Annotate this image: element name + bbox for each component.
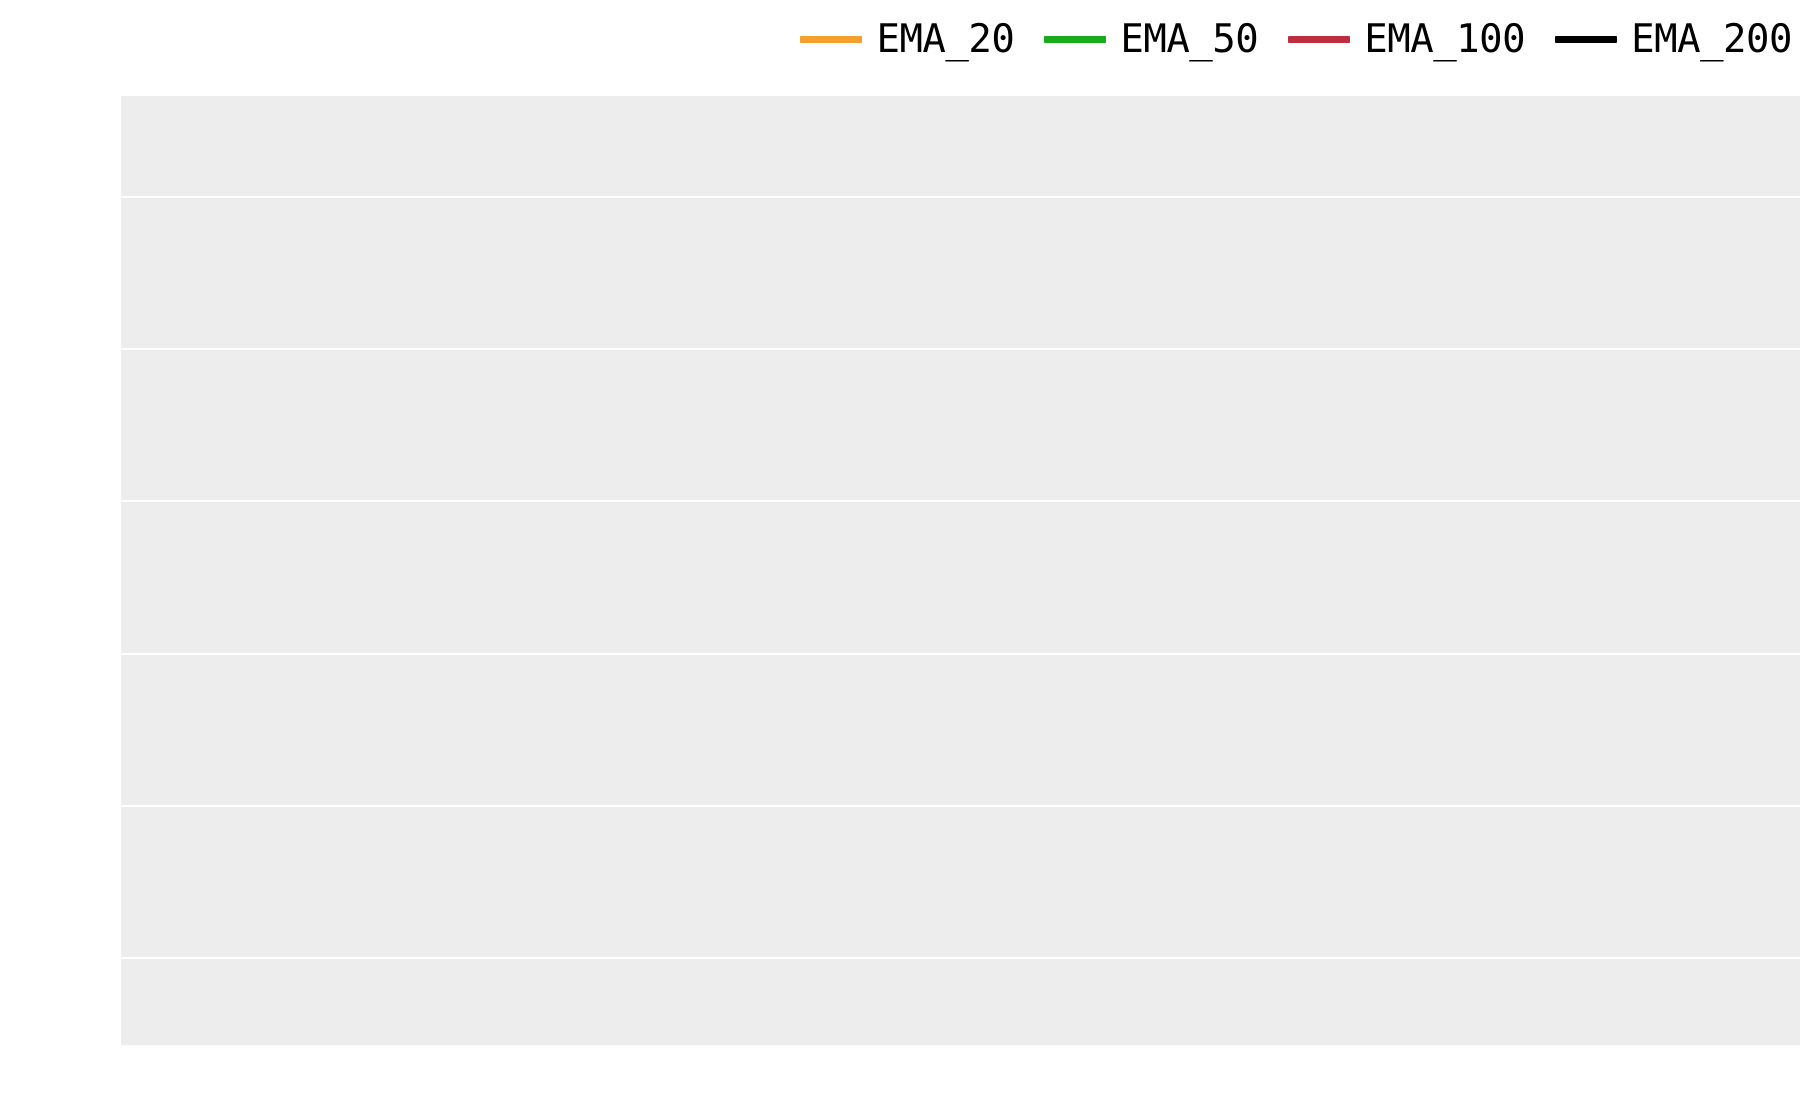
legend-entry-ema_200[interactable]: EMA_200 [1555,17,1792,62]
legend-line-swatch-ema_50 [1044,35,1107,43]
chart-legend: EMA_20 EMA_50 EMA_100 EMA_200 [0,0,1800,78]
legend-label: EMA_100 [1364,16,1526,62]
gridline-horizontal [121,195,1800,198]
plot-area [121,96,1800,1045]
chart-data-layer [121,96,1800,1045]
gridline-horizontal [121,500,1800,503]
legend-label: EMA_50 [1120,16,1259,62]
legend-entry-ema_100[interactable]: EMA_100 [1288,16,1526,62]
legend-line-swatch-ema_20 [800,35,863,43]
gridline-horizontal [121,347,1800,350]
legend-line-swatch-ema_100 [1288,35,1351,43]
gridline-horizontal [121,957,1800,960]
legend-line-swatch-ema_200 [1555,35,1618,43]
gridline-horizontal [121,652,1800,655]
gridline-horizontal [121,804,1800,807]
legend-entry-ema_20[interactable]: EMA_20 [800,16,1015,62]
legend-label: EMA_200 [1631,16,1792,62]
legend-label: EMA_20 [876,16,1015,62]
legend-entry-ema_50[interactable]: EMA_50 [1044,16,1259,62]
